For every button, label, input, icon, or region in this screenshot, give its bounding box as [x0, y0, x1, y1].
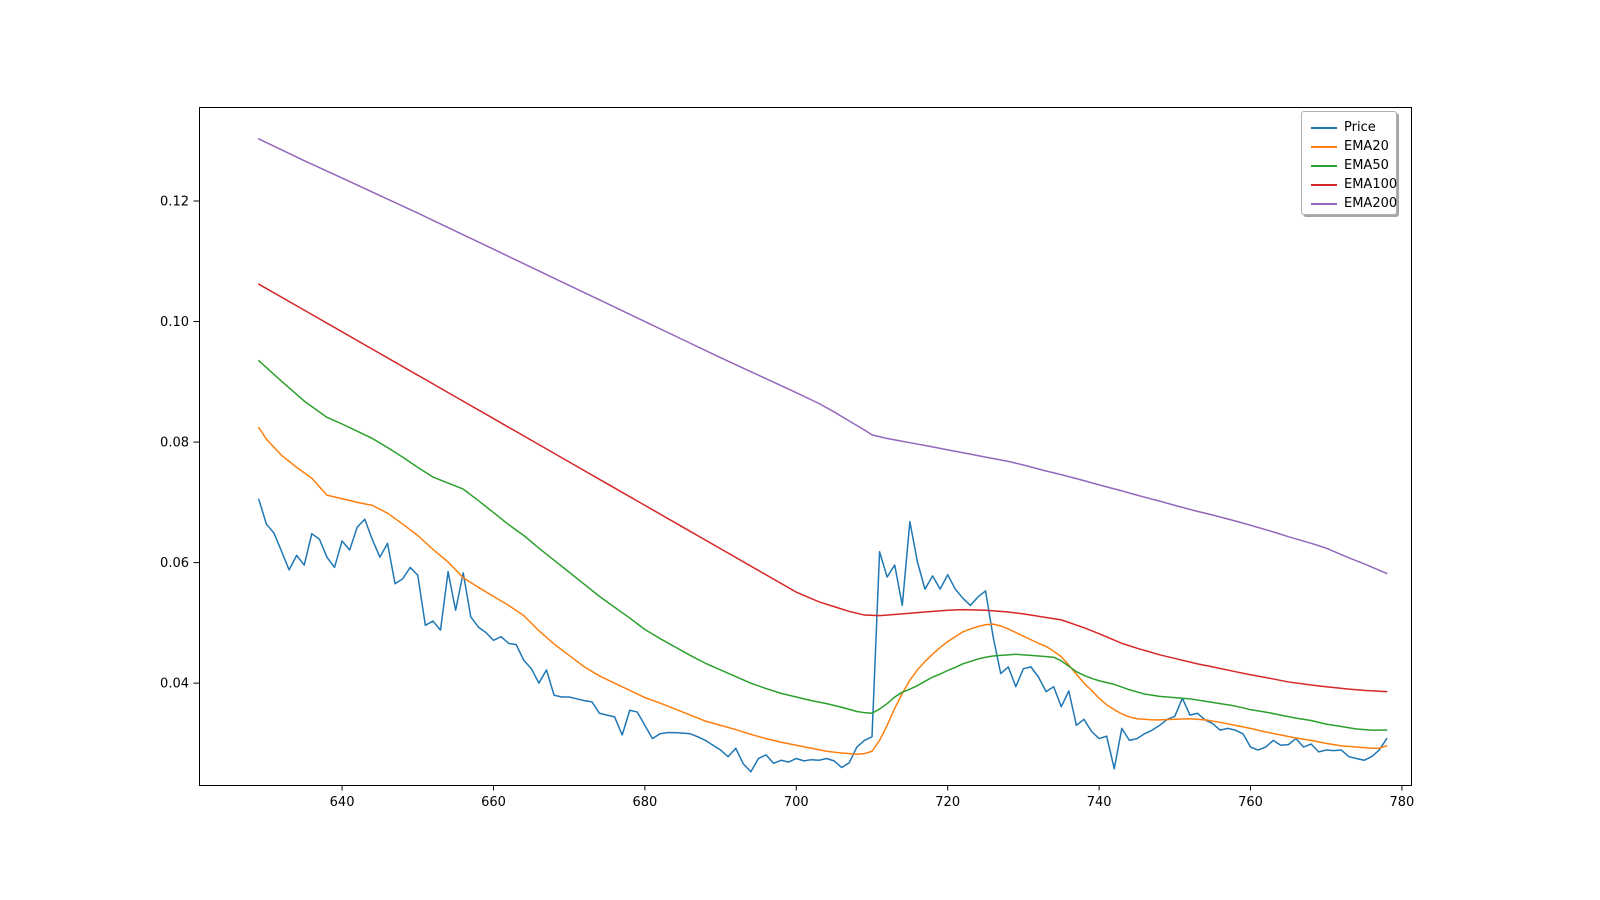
legend-label-ema20: EMA20 [1344, 139, 1389, 154]
legend-swatch-price [1311, 126, 1337, 129]
x-tick-label: 700 [784, 795, 809, 810]
y-tick-label: 0.12 [160, 195, 189, 210]
legend-item-price: Price [1311, 118, 1388, 137]
x-tick-label: 720 [935, 795, 960, 810]
x-tick-label: 780 [1390, 795, 1415, 810]
legend-swatch-ema100 [1311, 183, 1337, 186]
y-tick-label: 0.08 [160, 436, 189, 451]
legend-label-ema50: EMA50 [1344, 158, 1389, 173]
x-tick-label: 660 [481, 795, 506, 810]
series-line-ema20 [258, 426, 1388, 756]
x-tick-label: 740 [1087, 795, 1112, 810]
legend-label-ema100: EMA100 [1344, 177, 1398, 192]
legend-swatch-ema50 [1311, 164, 1337, 167]
series-line-ema200 [258, 138, 1388, 575]
x-tick-label: 760 [1238, 795, 1263, 810]
legend-label-ema200: EMA200 [1344, 196, 1398, 211]
legend-swatch-ema20 [1311, 145, 1337, 148]
y-tick-label: 0.04 [160, 677, 189, 692]
legend-item-ema50: EMA50 [1311, 156, 1389, 175]
legend-item-ema20: EMA20 [1311, 137, 1389, 156]
legend-swatch-ema200 [1311, 202, 1337, 205]
y-tick-label: 0.06 [160, 556, 189, 571]
y-tick-label: 0.10 [160, 315, 189, 330]
plot-area [199, 107, 1412, 786]
legend-label-price: Price [1344, 120, 1376, 135]
series-line-ema50 [258, 359, 1388, 731]
legend: Price EMA20 EMA50 EMA100 EMA200 [1301, 111, 1397, 215]
series-line-ema100 [258, 283, 1388, 693]
legend-item-ema200: EMA200 [1311, 194, 1397, 213]
x-tick-label: 640 [330, 795, 355, 810]
series-line-price [258, 498, 1388, 773]
x-tick-label: 680 [632, 795, 657, 810]
legend-item-ema100: EMA100 [1311, 175, 1397, 194]
